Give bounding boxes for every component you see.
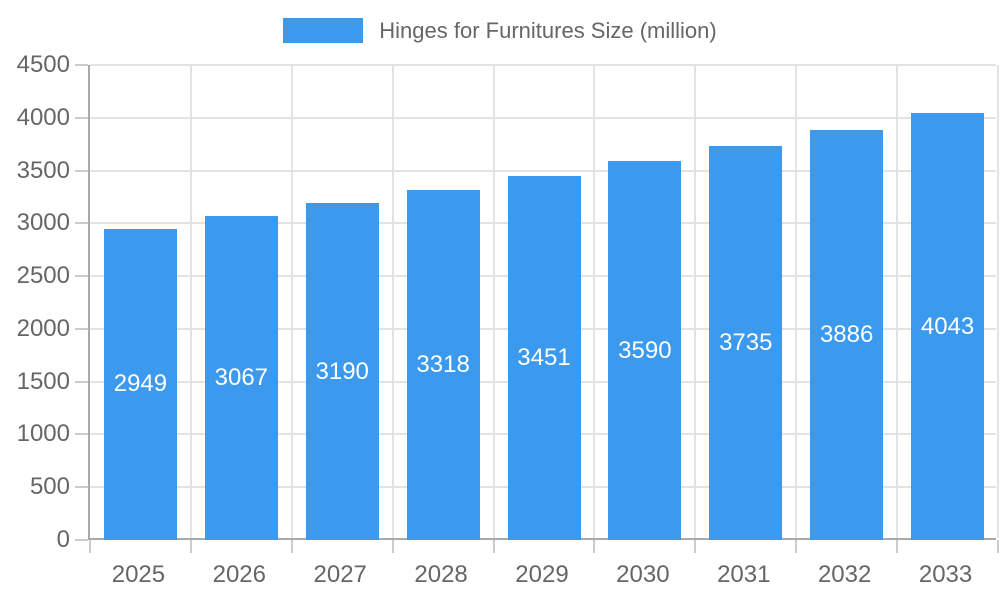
y-tick-label-0: 0: [56, 526, 70, 553]
legend[interactable]: Hinges for Furnitures Size (million): [0, 18, 1000, 43]
y-tick-1500: [75, 380, 88, 383]
y-gridline-4000: [90, 116, 996, 119]
x-tick-4: [492, 540, 495, 553]
y-tick-2500: [75, 275, 88, 278]
y-tick-3000: [75, 222, 88, 225]
y-tick-label-3000: 3000: [16, 209, 70, 237]
y-tick-label-2500: 2500: [16, 262, 70, 290]
bar-value-label-2028: 3318: [416, 350, 470, 378]
x-gridline-5: [593, 65, 596, 538]
x-gridline-1: [189, 65, 192, 538]
y-tick-500: [75, 486, 88, 489]
bar-value-label-2026: 3067: [214, 364, 269, 392]
x-tick-label-2026: 2026: [212, 561, 266, 588]
y-tick-4000: [75, 116, 88, 119]
y-tick-label-1000: 1000: [16, 420, 70, 448]
y-gridline-3500: [90, 169, 996, 172]
bar-2033: 4043: [911, 113, 985, 540]
bar-value-label-2030: 3590: [618, 336, 672, 364]
bar-2027: 3190: [305, 203, 379, 540]
x-gridline-2: [290, 65, 293, 538]
legend-swatch: [283, 18, 364, 43]
y-tick-4500: [75, 64, 88, 66]
y-tick-label-1500: 1500: [16, 367, 70, 395]
bar-value-label-2031: 3735: [719, 328, 773, 356]
y-tick-0: [75, 539, 88, 541]
x-tick-label-2030: 2030: [616, 561, 670, 588]
bar-2029: 3451: [507, 175, 581, 540]
x-gridline-8: [896, 65, 899, 538]
x-tick-7: [795, 540, 798, 553]
y-gridline-4500: [90, 64, 996, 66]
x-gridline-6: [694, 65, 697, 538]
bar-value-label-2032: 3886: [819, 320, 874, 348]
bar-2032: 3886: [810, 129, 884, 540]
bar-value-label-2033: 4043: [920, 312, 975, 340]
y-tick-label-4500: 4500: [16, 51, 70, 78]
x-tick-5: [593, 540, 596, 553]
x-tick-label-2033: 2033: [918, 561, 973, 588]
y-tick-label-500: 500: [29, 473, 70, 501]
x-tick-9: [997, 540, 999, 553]
bar-value-label-2027: 3190: [315, 357, 369, 385]
x-tick-3: [391, 540, 394, 553]
x-tick-label-2032: 2032: [817, 561, 872, 588]
x-tick-0: [89, 540, 91, 553]
x-tick-label-2028: 2028: [414, 561, 468, 588]
bar-value-label-2029: 3451: [517, 343, 571, 371]
x-gridline-9: [997, 65, 999, 538]
x-gridline-3: [391, 65, 394, 538]
x-tick-label-2031: 2031: [717, 561, 771, 588]
x-gridline-7: [795, 65, 798, 538]
y-tick-1000: [75, 433, 88, 436]
y-tick-2000: [75, 327, 88, 330]
x-tick-2: [290, 540, 293, 553]
plot-area: 2949 3067 3190 3318 3451 3590 3735 3886 4043: [75, 64, 999, 553]
bar-2025: 2949: [103, 228, 177, 540]
x-tick-label-2027: 2027: [313, 561, 367, 588]
x-tick-6: [694, 540, 697, 553]
legend-label: Hinges for Furnitures Size (million): [379, 18, 717, 43]
bar-value-label-2025: 2949: [113, 370, 168, 398]
x-tick-label-2025: 2025: [111, 561, 166, 588]
y-tick-label-4000: 4000: [16, 103, 70, 131]
bar-2026: 3067: [204, 216, 278, 540]
bar-2030: 3590: [608, 161, 682, 540]
y-tick-label-3500: 3500: [16, 156, 70, 184]
x-tick-label-2029: 2029: [515, 561, 569, 588]
y-tick-label-2000: 2000: [16, 314, 70, 342]
x-gridline-4: [492, 65, 495, 538]
x-tick-8: [896, 540, 899, 553]
y-tick-3500: [75, 169, 88, 172]
x-tick-1: [189, 540, 192, 553]
bar-2031: 3735: [709, 145, 783, 540]
bar-2028: 3318: [406, 189, 480, 540]
